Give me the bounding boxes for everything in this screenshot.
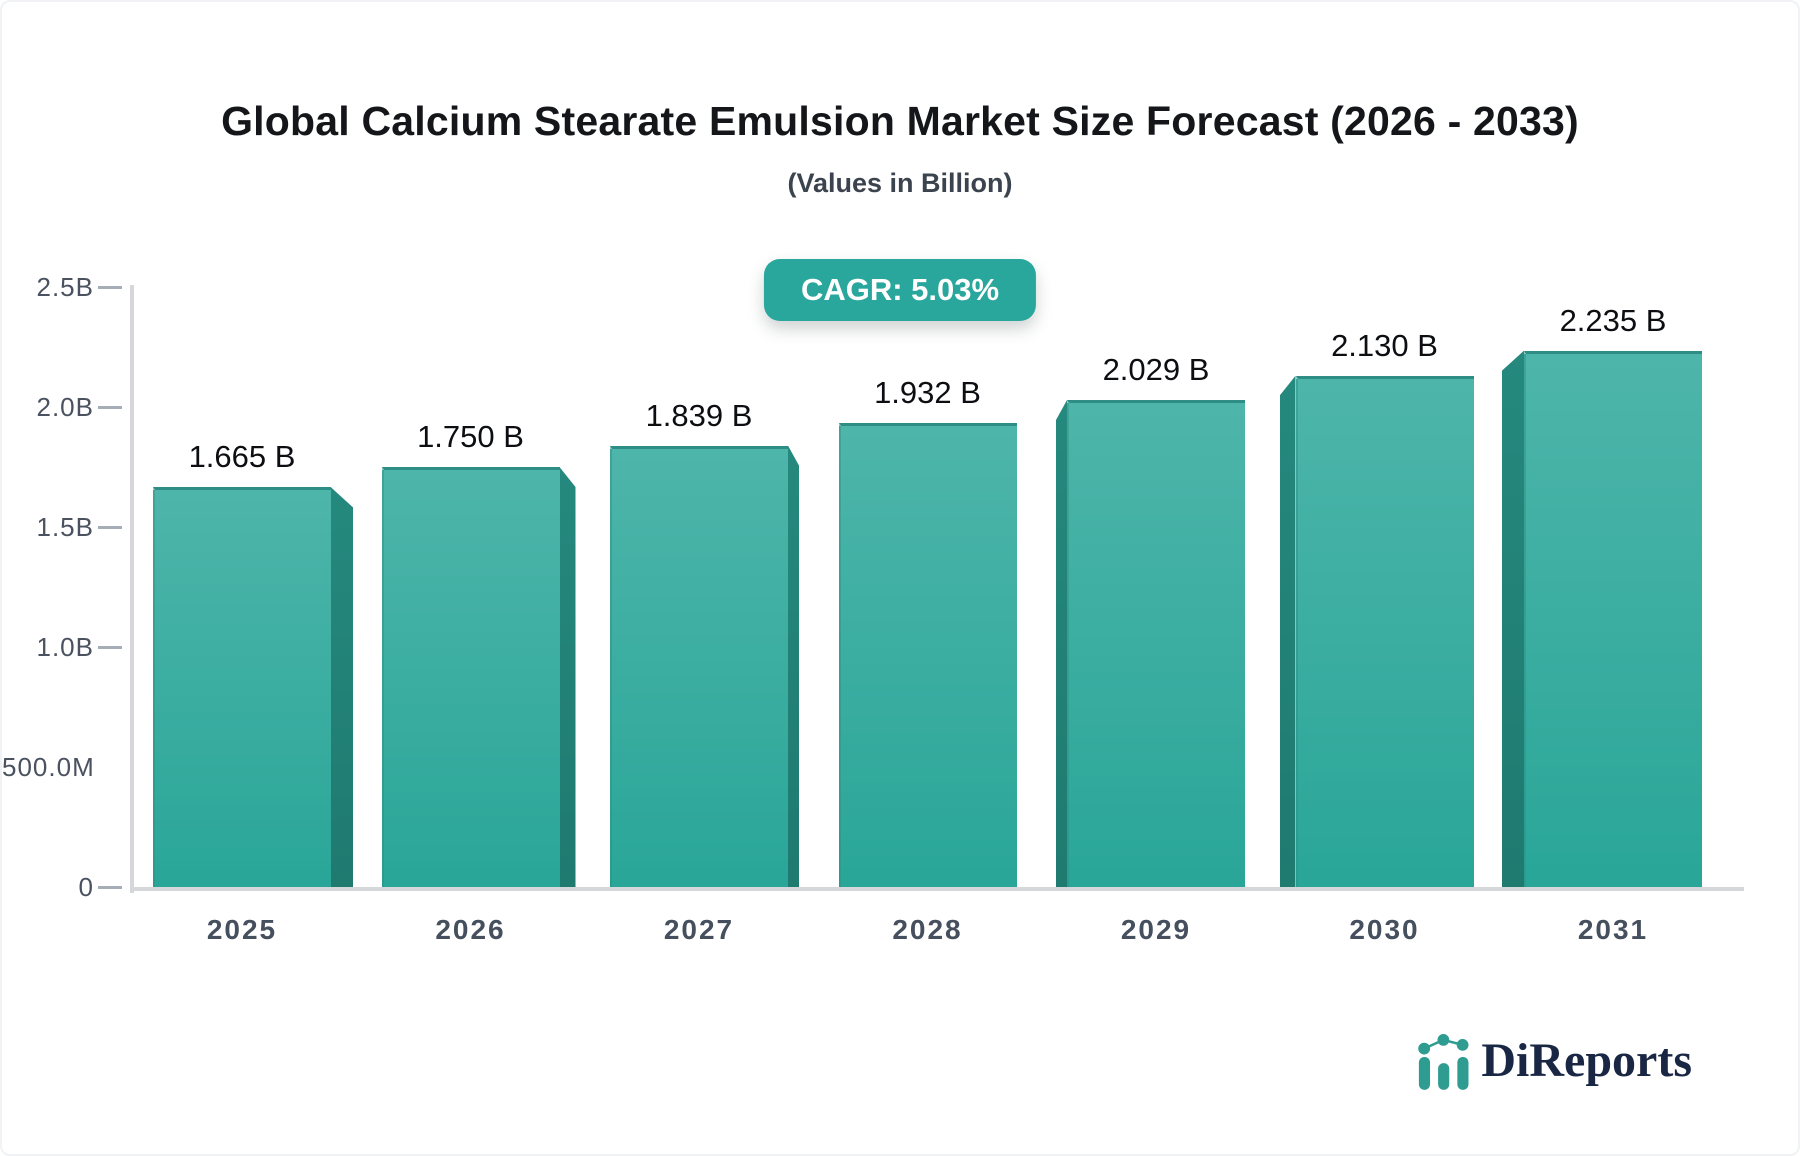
y-tick-dash <box>98 646 122 649</box>
x-axis-label-2027: 2027 <box>663 914 735 945</box>
bar-line-chart-icon <box>1418 1034 1469 1090</box>
bar-2028 <box>838 423 1017 887</box>
x-axis-label-2026: 2026 <box>435 914 506 945</box>
y-tick-dash <box>98 286 122 289</box>
bar-3d-side <box>331 487 353 887</box>
x-axis-line <box>130 887 1744 891</box>
chart-title: Global Calcium Stearate Emulsion Market … <box>221 98 1579 144</box>
x-axis-label-2029: 2029 <box>1120 914 1192 945</box>
chart-subtitle: (Values in Billion) <box>787 168 1013 198</box>
y-tick-dash <box>98 526 122 529</box>
y-tick-label: 2.0B <box>36 392 94 422</box>
y-tick-label: 1.5B <box>36 512 94 542</box>
cagr-badge: CAGR: 5.03% <box>763 259 1037 321</box>
bar-value-label: 1.750 B <box>417 419 524 454</box>
logo-text: DiReports <box>1481 1034 1692 1087</box>
bar-value-label: 2.130 B <box>1331 327 1438 363</box>
direports-logo: DiReports <box>1413 1030 1692 1092</box>
y-tick-dash <box>98 886 122 889</box>
bar-2027 <box>610 445 788 887</box>
bar-2029 <box>1067 400 1245 887</box>
bar-3d-side <box>788 445 799 887</box>
bar-value-label: 1.932 B <box>874 375 981 411</box>
bar-value-label: 2.235 B <box>1559 302 1667 338</box>
bar-2031 <box>1524 350 1702 887</box>
y-tick-label: 500.0M <box>2 752 95 782</box>
x-axis-label-2028: 2028 <box>892 914 963 945</box>
y-tick-label: 0 <box>78 872 94 902</box>
x-axis-label-2031: 2031 <box>1577 914 1649 945</box>
bar-value-label: 1.839 B <box>645 397 753 433</box>
bar-2025 <box>153 487 331 887</box>
bar-2026 <box>381 467 560 887</box>
bar-3d-side <box>1279 375 1296 887</box>
bar-2030 <box>1295 375 1474 887</box>
y-tick-label: 1.0B <box>36 632 94 662</box>
bar-3d-side <box>559 467 576 887</box>
x-axis-label-2030: 2030 <box>1349 914 1420 945</box>
y-tick-dash <box>98 406 122 409</box>
bar-value-label: 1.665 B <box>188 439 296 475</box>
bar-3d-side <box>1502 350 1524 887</box>
y-tick-label: 2.5B <box>36 272 94 302</box>
x-axis-label-2025: 2025 <box>206 914 278 945</box>
bar-value-label: 2.029 B <box>1102 352 1210 388</box>
y-axis-line <box>130 285 134 893</box>
bar-3d-side <box>1056 400 1067 887</box>
